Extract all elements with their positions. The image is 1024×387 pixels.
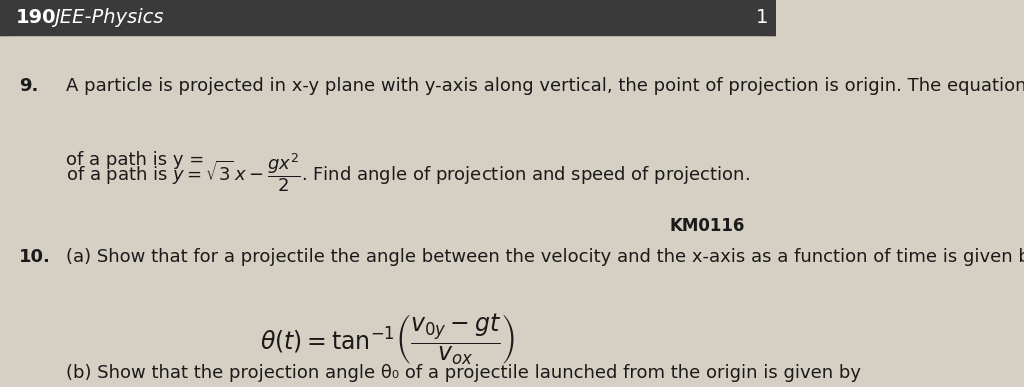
Text: 190: 190 (15, 8, 56, 27)
Text: 10.: 10. (19, 248, 51, 265)
Text: (b) Show that the projection angle θ₀ of a projectile launched from the origin i: (b) Show that the projection angle θ₀ of… (66, 364, 861, 382)
Text: (a) Show that for a projectile the angle between the velocity and the x-axis as : (a) Show that for a projectile the angle… (66, 248, 1024, 265)
Text: JEE-Physics: JEE-Physics (54, 8, 164, 27)
Text: $\theta(t) = \tan^{-1}\!\left(\dfrac{v_{0y} - gt}{v_{ox}}\right)$: $\theta(t) = \tan^{-1}\!\left(\dfrac{v_{… (260, 312, 515, 367)
Text: 9.: 9. (19, 77, 39, 95)
Text: of a path is y =: of a path is y = (66, 151, 210, 169)
Text: A particle is projected in x-y plane with y-axis along vertical, the point of pr: A particle is projected in x-y plane wit… (66, 77, 1024, 95)
Text: KM0116: KM0116 (670, 217, 744, 235)
Text: of a path is $y = \sqrt{3}\,x - \dfrac{gx^2}{2}$. Find angle of projection and s: of a path is $y = \sqrt{3}\,x - \dfrac{g… (66, 151, 750, 194)
FancyBboxPatch shape (0, 0, 775, 35)
Text: 1: 1 (756, 8, 768, 27)
